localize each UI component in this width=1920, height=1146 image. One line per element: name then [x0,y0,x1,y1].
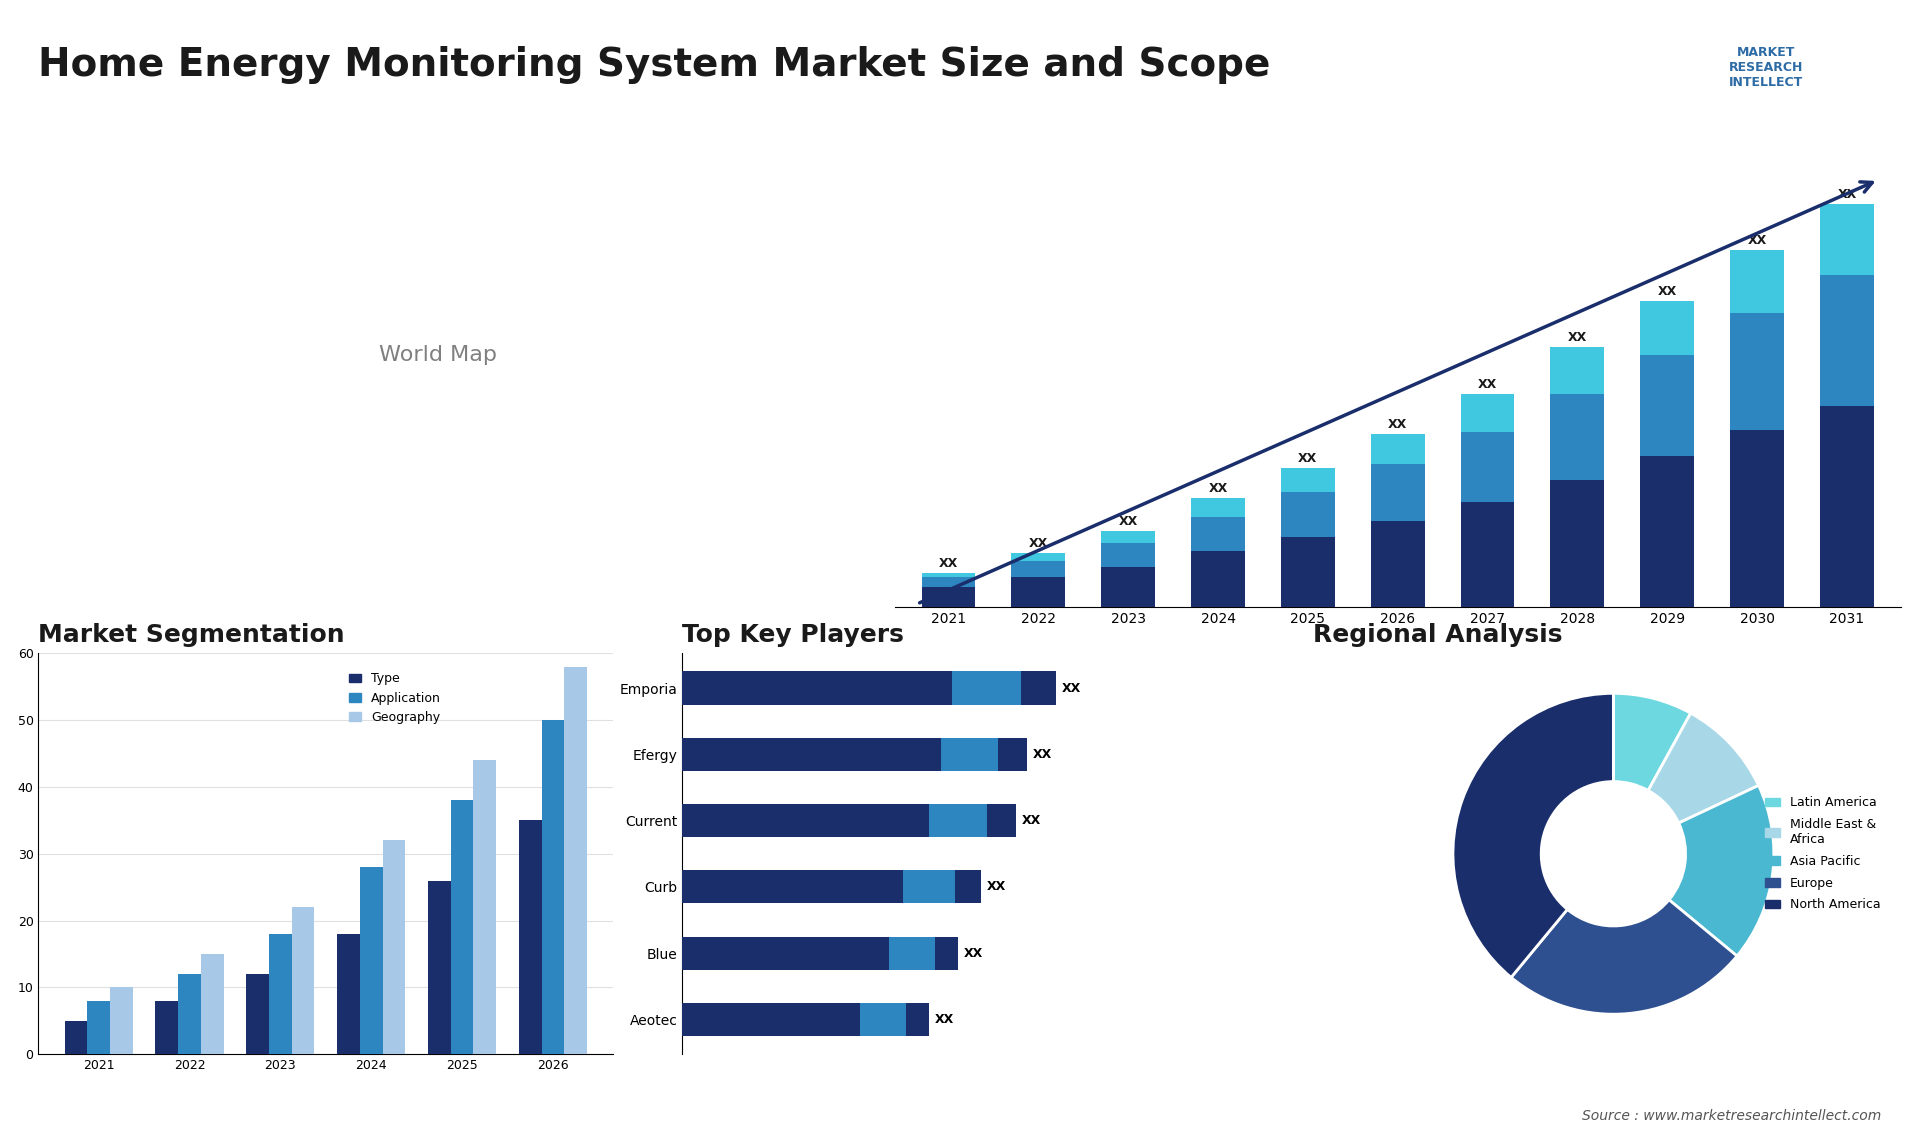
Bar [682,804,1016,838]
Bar [1281,469,1334,493]
Text: MARKET
RESEARCH
INTELLECT: MARKET RESEARCH INTELLECT [1730,46,1803,89]
Bar [474,760,495,1054]
Legend: Type, Application, Geography: Type, Application, Geography [344,667,445,729]
Text: XX: XX [1388,418,1407,431]
Bar [1640,355,1693,456]
Bar [1371,520,1425,607]
Bar [564,667,588,1054]
Text: XX: XX [939,557,958,570]
Bar [359,868,382,1054]
Legend: Latin America, Middle East &
Africa, Asia Pacific, Europe, North America: Latin America, Middle East & Africa, Asi… [1761,791,1885,917]
Bar [246,974,269,1054]
Text: XX: XX [1657,284,1676,298]
Text: XX: XX [1837,188,1857,201]
Text: XX: XX [964,947,983,959]
Bar [1102,543,1156,567]
Text: XX: XX [987,880,1006,894]
Bar [1371,434,1425,464]
Bar [1012,578,1066,607]
Bar [1281,536,1334,607]
Bar [1281,493,1334,536]
Text: XX: XX [1747,234,1766,248]
Wedge shape [1647,713,1759,823]
Bar [1820,275,1874,406]
Bar [1730,430,1784,607]
Bar [922,578,975,587]
Bar [941,738,998,771]
Bar [292,908,315,1054]
Bar [86,1000,109,1054]
Bar [929,804,987,838]
Bar [1640,456,1693,607]
Bar [518,821,541,1054]
Bar [682,936,958,970]
Bar [1461,432,1515,502]
Wedge shape [1613,693,1692,791]
Text: XX: XX [1119,515,1139,527]
Bar [1012,562,1066,578]
Text: Regional Analysis: Regional Analysis [1313,623,1563,647]
Text: XX: XX [1062,682,1081,694]
Text: XX: XX [1208,482,1227,495]
Bar [1102,567,1156,607]
Text: XX: XX [1029,536,1048,550]
Bar [1190,499,1244,517]
Bar [1461,393,1515,432]
Wedge shape [1668,785,1774,956]
Bar [202,953,223,1054]
Text: Market Segmentation: Market Segmentation [38,623,346,647]
Bar [1640,300,1693,355]
Bar [904,870,956,903]
Text: XX: XX [1298,453,1317,465]
Bar [1820,406,1874,607]
Bar [682,672,1056,705]
Bar [65,1021,86,1054]
Text: Top Key Players: Top Key Players [682,623,904,647]
Bar [451,800,474,1054]
Bar [541,720,564,1054]
Text: XX: XX [1033,748,1052,761]
Bar [1551,480,1605,607]
Bar [156,1000,179,1054]
Bar [922,573,975,578]
Bar [682,870,981,903]
Text: XX: XX [935,1013,954,1026]
Bar [1190,551,1244,607]
Bar [682,738,1027,771]
Bar [1730,250,1784,313]
Text: XX: XX [1569,331,1588,344]
Bar [428,880,451,1054]
Bar [179,974,202,1054]
Text: XX: XX [1478,377,1498,391]
Bar [889,936,935,970]
Text: Source : www.marketresearchintellect.com: Source : www.marketresearchintellect.com [1582,1109,1882,1123]
Text: Home Energy Monitoring System Market Size and Scope: Home Energy Monitoring System Market Siz… [38,46,1271,84]
Bar [682,1003,929,1036]
Bar [1820,204,1874,275]
Bar [1102,531,1156,543]
Bar [1730,313,1784,430]
Wedge shape [1511,900,1738,1014]
Bar [1012,552,1066,562]
Bar [269,934,292,1054]
Text: XX: XX [1021,814,1041,827]
Bar [1551,347,1605,393]
Bar [1371,464,1425,520]
Text: World Map: World Map [380,345,497,366]
Bar [382,840,405,1054]
Bar [338,934,359,1054]
Wedge shape [1453,693,1613,978]
Bar [860,1003,906,1036]
Bar [109,988,132,1054]
Bar [1190,517,1244,551]
Bar [1461,502,1515,607]
Bar [952,672,1021,705]
Bar [1551,393,1605,480]
Bar [922,587,975,607]
